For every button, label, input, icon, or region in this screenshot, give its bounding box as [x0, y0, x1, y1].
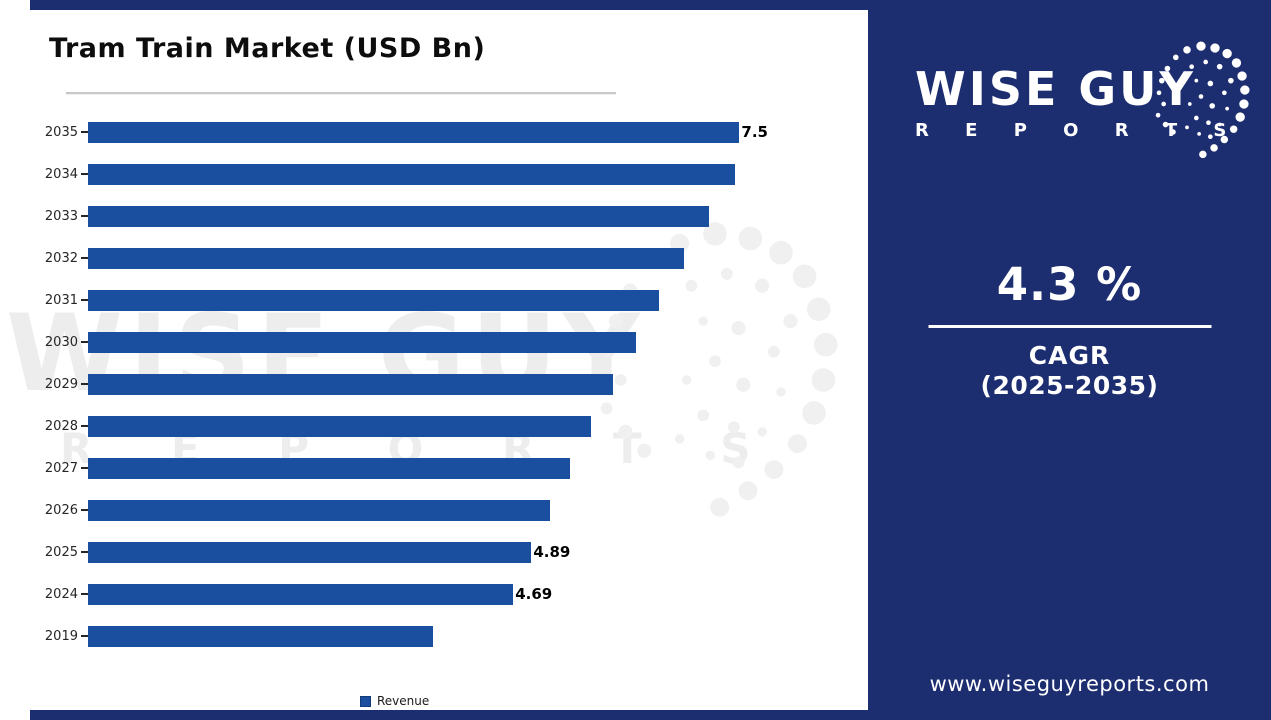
- bar-row: 2031: [36, 279, 768, 321]
- y-tick-label: 2029: [44, 376, 78, 392]
- bar-row: 2029: [36, 363, 768, 405]
- bar-row: 2026: [36, 489, 768, 531]
- y-tick-mark: [81, 257, 88, 259]
- cagr-label: CAGR: [1028, 341, 1111, 370]
- watermark-text-line1: WISE GUY: [6, 292, 646, 415]
- bar-track: [88, 153, 768, 195]
- y-tick-mark: [81, 215, 88, 217]
- bar: [88, 457, 571, 479]
- bar: [88, 373, 613, 395]
- cagr-value: 4.3 %: [996, 258, 1143, 311]
- bar: [88, 247, 684, 269]
- bar: [88, 583, 514, 605]
- bar-track: [88, 615, 768, 657]
- y-tick-mark: [81, 131, 88, 133]
- y-tick-label: 2032: [44, 250, 78, 266]
- y-tick-label: 2027: [44, 460, 78, 476]
- bar-track: [88, 489, 768, 531]
- bar: [88, 163, 736, 185]
- y-tick-mark: [81, 425, 88, 427]
- bar: [88, 625, 433, 647]
- bar-row: 2019: [36, 615, 768, 657]
- chart-title: Tram Train Market (USD Bn): [49, 33, 486, 64]
- y-tick-mark: [81, 341, 88, 343]
- y-tick-mark: [81, 299, 88, 301]
- bar-row: 2035 7.5: [36, 111, 768, 153]
- brand-side-panel: WISE GUY R E P O R T S 4.3 % CAGR (2025-…: [868, 0, 1271, 720]
- y-tick-label: 2028: [44, 418, 78, 434]
- bar: [88, 415, 592, 437]
- bar-row: 2034: [36, 153, 768, 195]
- cagr-period: (2025-2035): [980, 371, 1159, 400]
- bar-track: 4.89: [88, 531, 768, 573]
- y-tick-mark: [81, 635, 88, 637]
- y-tick-mark: [81, 467, 88, 469]
- y-tick-label: 2019: [44, 628, 78, 644]
- bar-track: [88, 321, 768, 363]
- brand-head-dots-icon: [1155, 41, 1250, 159]
- bar-track: 4.69: [88, 573, 768, 615]
- bar-row: 2027: [36, 447, 768, 489]
- y-tick-label: 2026: [44, 502, 78, 518]
- cagr-divider: [928, 325, 1211, 328]
- bar-track: [88, 363, 768, 405]
- bar: [88, 331, 636, 353]
- top-border-strip: [30, 0, 1271, 10]
- bar-track: [88, 237, 768, 279]
- bar-chart-rows: 2035 7.5 2034 2033 2032 2031 2030 2029 2028 2027 2…: [36, 111, 768, 657]
- title-underline: [66, 92, 616, 94]
- bar-row: 2030: [36, 321, 768, 363]
- bar-row: 2032: [36, 237, 768, 279]
- bar-value-label: 7.5: [741, 123, 768, 141]
- bar-track: 7.5: [88, 111, 768, 153]
- brand-logo: WISE GUY R E P O R T S: [915, 66, 1241, 140]
- bar-track: [88, 405, 768, 447]
- bar-track: [88, 447, 768, 489]
- y-tick-mark: [81, 551, 88, 553]
- y-tick-label: 2025: [44, 544, 78, 560]
- brand-logo-subtitle: R E P O R T S: [915, 120, 1242, 141]
- y-tick-mark: [81, 593, 88, 595]
- bottom-border-strip: [30, 710, 1271, 720]
- bar-value-label: 4.89: [533, 543, 571, 561]
- bar-row: 2025 4.89: [36, 531, 768, 573]
- bar: [88, 289, 660, 311]
- legend-label: Revenue: [377, 694, 430, 708]
- website-text: www.wiseguyreports.com: [929, 672, 1210, 696]
- y-tick-mark: [81, 509, 88, 511]
- watermark-head-dots-icon: [600, 222, 838, 517]
- y-tick-label: 2035: [44, 124, 78, 140]
- y-tick-label: 2024: [44, 586, 78, 602]
- bar-row: 2028: [36, 405, 768, 447]
- brand-logo-wordmark: WISE GUY: [915, 62, 1196, 116]
- bar-track: [88, 279, 768, 321]
- y-tick-label: 2030: [44, 334, 78, 350]
- legend-swatch: [360, 695, 371, 707]
- bar: [88, 121, 740, 143]
- y-tick-label: 2033: [44, 208, 78, 224]
- y-tick-label: 2031: [44, 292, 78, 308]
- chart-legend: Revenue: [360, 694, 429, 708]
- bar: [88, 541, 532, 563]
- y-tick-mark: [81, 173, 88, 175]
- y-tick-label: 2034: [44, 166, 78, 182]
- bar-row: 2024 4.69: [36, 573, 768, 615]
- bar-row: 2033: [36, 195, 768, 237]
- bar: [88, 499, 551, 521]
- bar: [88, 205, 710, 227]
- y-tick-mark: [81, 383, 88, 385]
- bar-track: [88, 195, 768, 237]
- bar-value-label: 4.69: [515, 585, 553, 603]
